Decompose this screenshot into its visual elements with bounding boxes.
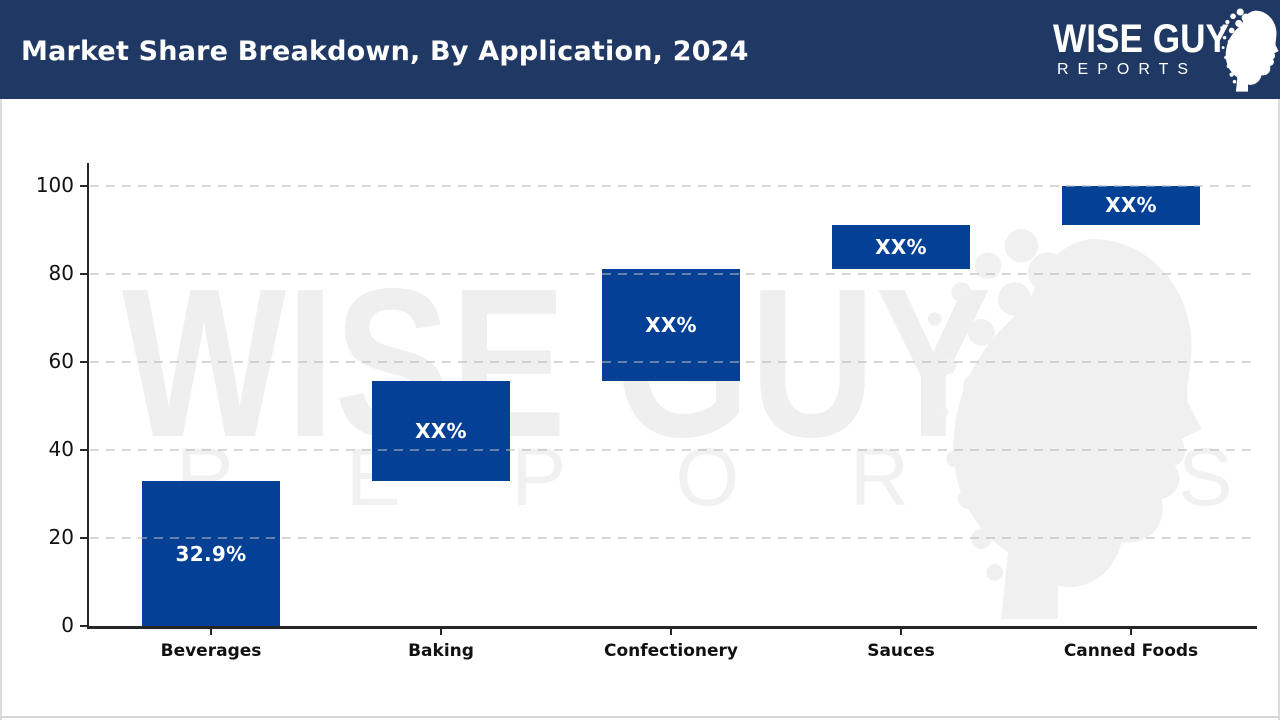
x-axis-tick [670,628,672,635]
bar-value-label: XX% [415,419,467,444]
bar [1062,186,1200,225]
gridline [90,273,1254,275]
logo-subtitle: REPORTS [1057,61,1198,78]
bar-value-label: XX% [1105,193,1157,218]
frame-border-left [0,99,2,720]
x-axis-label: Baking [408,641,474,661]
y-axis-tick [80,185,88,187]
bar [832,224,970,270]
gridline [90,449,1254,451]
y-axis-tick-label: 40 [48,437,74,461]
watermark-head-icon [908,204,1208,634]
y-axis-tick-label: 20 [48,525,74,549]
bar-value-label: XX% [645,313,697,338]
wise-guy-logo: WISE GUY REPORTS [1020,0,1279,99]
x-axis-tick [1130,628,1132,635]
bar-value-label: XX% [875,234,927,259]
y-axis-tick [80,449,88,451]
gridline [90,185,1254,187]
logo-wordmark: WISE GUY [1053,17,1230,61]
app-header: Market Share Breakdown, By Application, … [0,0,1280,99]
plot: 0 20 40 60 80 100 32.9% Beverages XX% Baking XX% Co… [0,99,1280,720]
y-axis-tick-label: 0 [61,613,74,637]
y-axis-tick-label: 60 [48,349,74,373]
page-title: Market Share Breakdown, By Application, … [21,36,749,67]
y-axis-tick-label: 100 [35,173,74,197]
y-axis-tick-label: 80 [48,261,74,285]
y-axis-tick [80,273,88,275]
x-axis-tick [900,628,902,635]
x-axis-label: Beverages [160,641,262,661]
y-axis-tick [80,361,88,363]
chart-area: WISE GUY R E P O R T S 0 20 40 60 80 100 32.9%… [0,99,1280,720]
logo-head-icon [1216,6,1280,92]
frame-border-right [1278,99,1280,720]
x-axis-label: Canned Foods [1063,641,1199,661]
x-axis-label: Confectionery [604,641,738,661]
bar [142,481,280,626]
x-axis-tick [210,628,212,635]
x-axis-label: Sauces [867,641,935,661]
gridline [90,361,1254,363]
x-axis-line [87,626,1257,629]
y-axis-tick [80,625,88,627]
bar-value-label: 32.9% [175,541,247,566]
x-axis-tick [440,628,442,635]
gridline [90,537,1254,539]
y-axis-tick [80,537,88,539]
bar [372,381,510,482]
y-axis-line [87,163,89,629]
frame-border-bottom [0,716,1280,718]
